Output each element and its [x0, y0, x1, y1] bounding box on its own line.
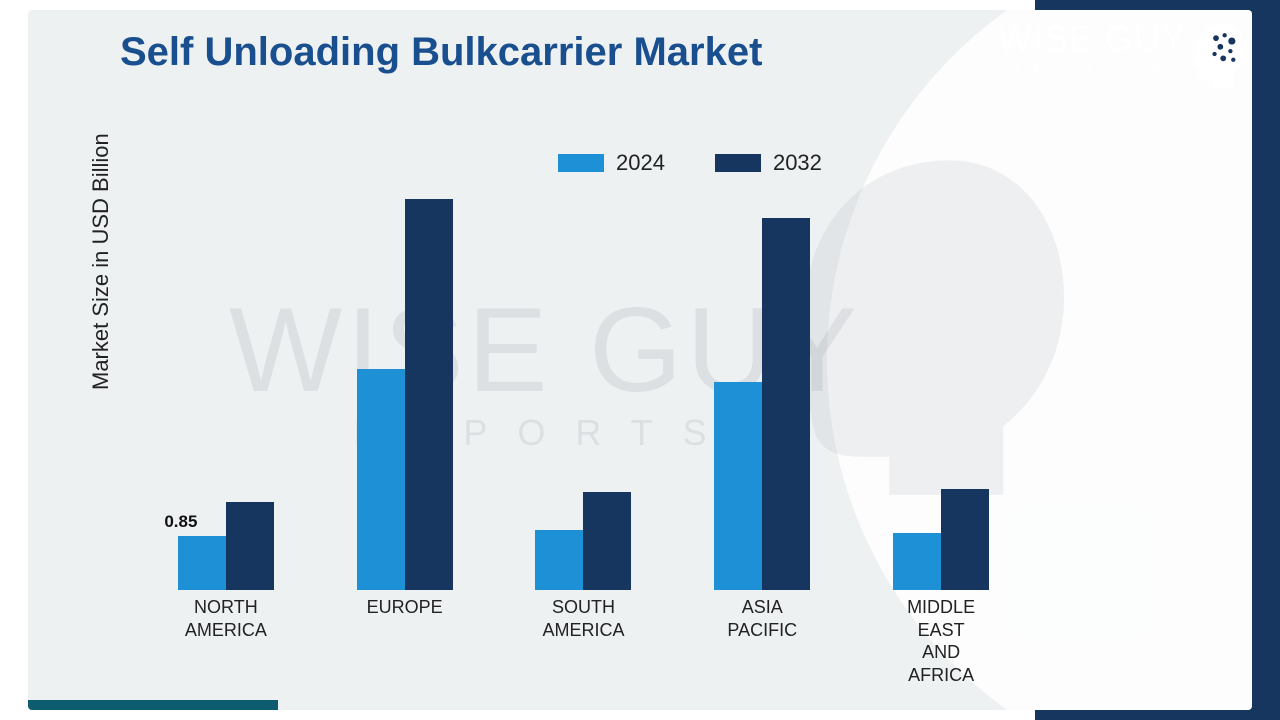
- bar-series1: [535, 530, 583, 590]
- bar-series2: [941, 489, 989, 590]
- bar-series1: [893, 533, 941, 590]
- category-label: NORTHAMERICA: [156, 596, 296, 641]
- category-group: MIDDLEEASTANDAFRICA: [871, 489, 1011, 590]
- bar-series2: [226, 502, 274, 590]
- bar-series1: [178, 536, 226, 590]
- bar-value-label: 0.85: [156, 512, 206, 532]
- category-label: SOUTHAMERICA: [513, 596, 653, 641]
- bar-series2: [405, 199, 453, 590]
- legend-item-2024: 2024: [558, 150, 665, 176]
- category-label: ASIAPACIFIC: [692, 596, 832, 641]
- plot-area: 0.85NORTHAMERICA EUROPE SOUTHAMERICA ASIAPA…: [138, 180, 1032, 590]
- bar-series2: [583, 492, 631, 590]
- category-label: MIDDLEEASTANDAFRICA: [871, 596, 1011, 686]
- bar-series2: [762, 218, 810, 590]
- brand-head-icon: [1180, 18, 1252, 90]
- bar-series1: [714, 382, 762, 590]
- category-group: SOUTHAMERICA: [513, 492, 653, 590]
- brand-logo: WISE GUY REPORTS: [992, 18, 1252, 74]
- page: WISE GUY REPORTS Self Unloading Bulkcarr…: [0, 0, 1280, 720]
- chart-panel: WISE GUY REPORTS Self Unloading Bulkcarr…: [28, 10, 1252, 710]
- legend-item-2032: 2032: [715, 150, 822, 176]
- bar-series1: [357, 369, 405, 590]
- legend-label-2032: 2032: [773, 150, 822, 176]
- legend-swatch-2032: [715, 154, 761, 172]
- category-group: ASIAPACIFIC: [692, 218, 832, 590]
- category-label: EUROPE: [335, 596, 475, 619]
- legend: 2024 2032: [558, 150, 822, 176]
- chart-title: Self Unloading Bulkcarrier Market: [120, 30, 762, 75]
- legend-label-2024: 2024: [616, 150, 665, 176]
- category-group: EUROPE: [335, 199, 475, 590]
- y-axis-label: Market Size in USD Billion: [88, 133, 114, 390]
- legend-swatch-2024: [558, 154, 604, 172]
- bottom-stripe: [28, 700, 278, 710]
- category-group: 0.85NORTHAMERICA: [156, 502, 296, 590]
